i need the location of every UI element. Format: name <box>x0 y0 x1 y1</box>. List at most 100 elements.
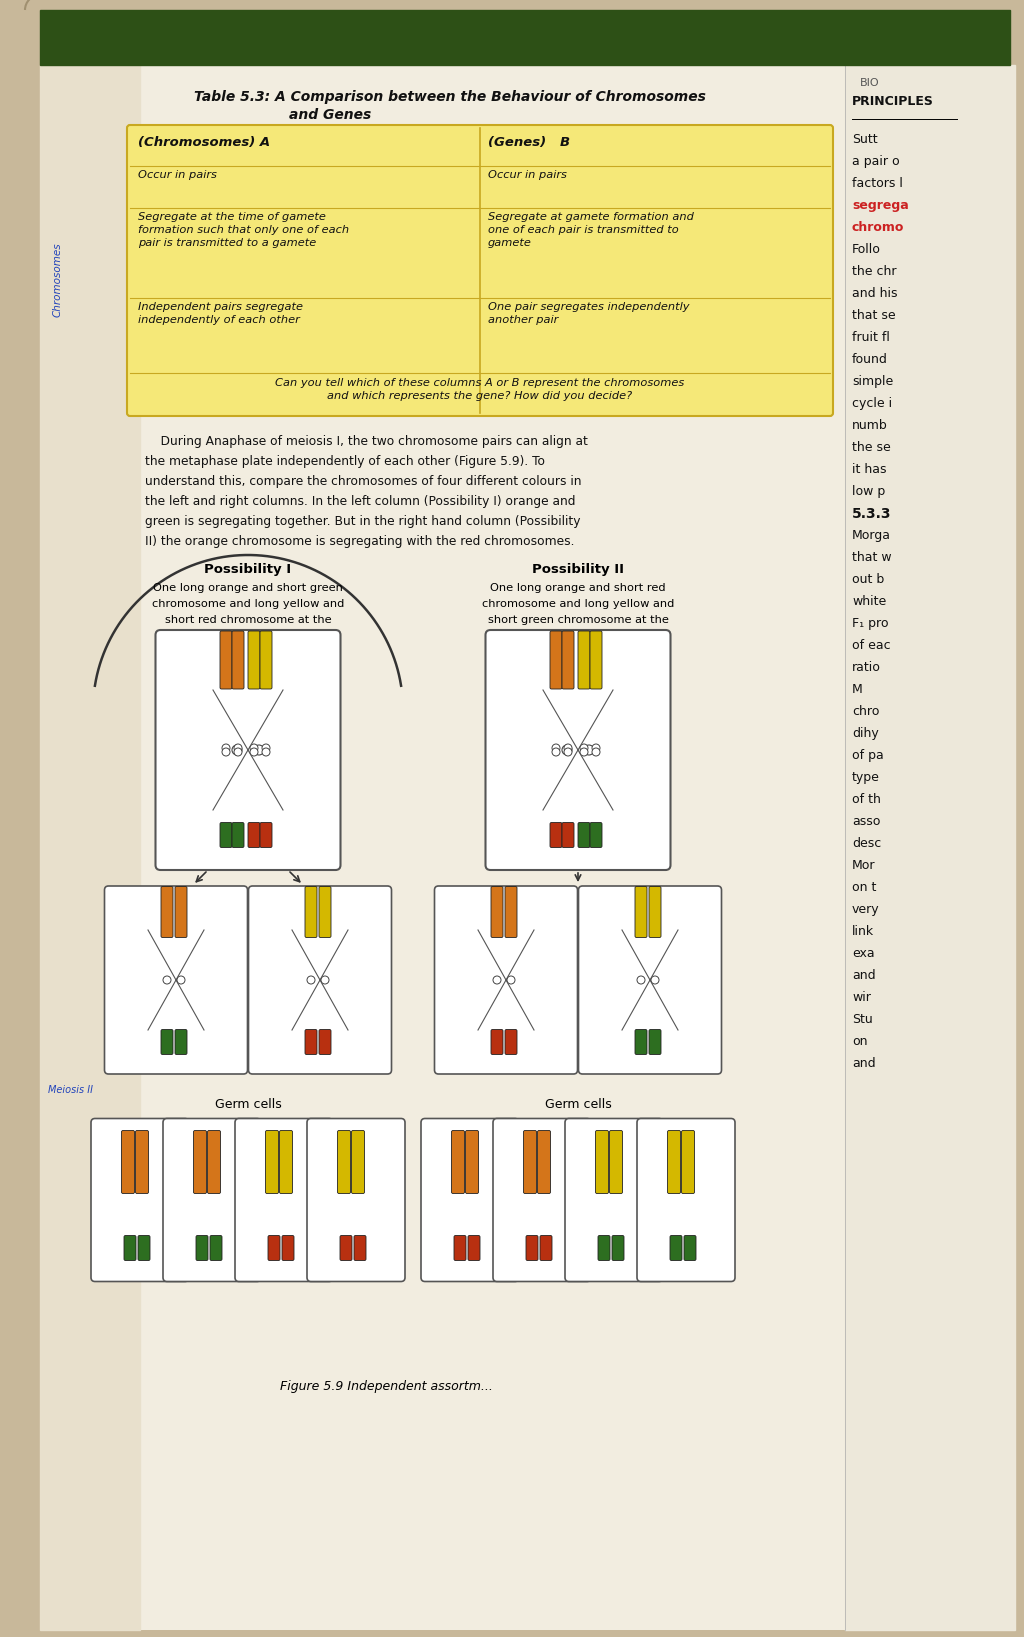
Text: wir: wir <box>852 990 870 1003</box>
FancyBboxPatch shape <box>550 822 562 848</box>
FancyBboxPatch shape <box>249 886 391 1074</box>
Text: chromo: chromo <box>852 221 904 234</box>
Text: Independent pairs segregate
independently of each other: Independent pairs segregate independentl… <box>138 301 303 326</box>
FancyBboxPatch shape <box>635 887 647 938</box>
Text: type: type <box>852 771 880 784</box>
Text: Germ cells: Germ cells <box>215 1098 282 1112</box>
Text: the left and right columns. In the left column (Possibility I) orange and: the left and right columns. In the left … <box>145 494 575 507</box>
Text: and Genes: and Genes <box>289 108 371 123</box>
Text: M: M <box>852 683 863 696</box>
Text: During Anaphase of meiosis I, the two chromosome pairs can align at: During Anaphase of meiosis I, the two ch… <box>145 435 588 449</box>
Text: short red chromosome at the: short red chromosome at the <box>165 616 332 625</box>
FancyBboxPatch shape <box>220 822 232 848</box>
Text: Germ cells: Germ cells <box>545 1098 611 1112</box>
FancyBboxPatch shape <box>490 1030 503 1054</box>
Circle shape <box>637 976 645 984</box>
Text: same pole: same pole <box>218 630 278 642</box>
FancyBboxPatch shape <box>280 1131 293 1193</box>
FancyBboxPatch shape <box>138 1236 150 1260</box>
FancyBboxPatch shape <box>156 630 341 869</box>
Text: of pa: of pa <box>852 750 884 761</box>
Text: 5.3.3: 5.3.3 <box>852 507 892 521</box>
Text: Occur in pairs: Occur in pairs <box>488 170 567 180</box>
Text: the chr: the chr <box>852 265 896 278</box>
Text: fruit fl: fruit fl <box>852 331 890 344</box>
Text: PRINCIPLES: PRINCIPLES <box>852 95 934 108</box>
Text: Chromosomes: Chromosomes <box>53 242 63 318</box>
Circle shape <box>580 743 588 751</box>
Text: of eac: of eac <box>852 638 891 652</box>
FancyBboxPatch shape <box>208 1131 220 1193</box>
Circle shape <box>552 748 560 756</box>
Circle shape <box>562 745 572 755</box>
FancyBboxPatch shape <box>175 887 187 938</box>
Text: Figure 5.9 Independent assortm...: Figure 5.9 Independent assortm... <box>280 1380 493 1393</box>
Text: and: and <box>852 969 876 982</box>
Text: chromosome and long yellow and: chromosome and long yellow and <box>152 599 344 609</box>
FancyBboxPatch shape <box>421 1118 519 1282</box>
FancyBboxPatch shape <box>319 887 331 938</box>
FancyBboxPatch shape <box>493 1118 591 1282</box>
FancyBboxPatch shape <box>210 1236 222 1260</box>
Circle shape <box>507 976 515 984</box>
Text: factors l: factors l <box>852 177 903 190</box>
FancyBboxPatch shape <box>175 1030 187 1054</box>
Circle shape <box>552 743 560 751</box>
Circle shape <box>222 743 230 751</box>
FancyBboxPatch shape <box>612 1236 624 1260</box>
Text: Segregate at gamete formation and
one of each pair is transmitted to
gamete: Segregate at gamete formation and one of… <box>488 213 694 249</box>
FancyBboxPatch shape <box>490 887 503 938</box>
FancyBboxPatch shape <box>135 1131 148 1193</box>
FancyBboxPatch shape <box>550 630 562 689</box>
Text: and: and <box>852 1058 876 1071</box>
FancyBboxPatch shape <box>598 1236 610 1260</box>
FancyBboxPatch shape <box>248 822 260 848</box>
FancyBboxPatch shape <box>194 1131 207 1193</box>
FancyBboxPatch shape <box>452 1131 465 1193</box>
Text: Segregate at the time of gamete
formation such that only one of each
pair is tra: Segregate at the time of gamete formatio… <box>138 213 349 249</box>
FancyBboxPatch shape <box>434 886 578 1074</box>
Text: the se: the se <box>852 440 891 453</box>
FancyBboxPatch shape <box>670 1236 682 1260</box>
Text: Possibility II: Possibility II <box>532 563 624 576</box>
Text: Stu: Stu <box>852 1013 872 1026</box>
FancyBboxPatch shape <box>305 887 317 938</box>
Circle shape <box>222 748 230 756</box>
Circle shape <box>564 748 572 756</box>
FancyBboxPatch shape <box>505 1030 517 1054</box>
Text: Can you tell which of these columns A or B represent the chromosomes
and which r: Can you tell which of these columns A or… <box>275 378 685 401</box>
Text: segrega: segrega <box>852 200 908 213</box>
Text: Table 5.3: A Comparison between the Behaviour of Chromosomes: Table 5.3: A Comparison between the Beha… <box>195 90 706 105</box>
FancyBboxPatch shape <box>637 1118 735 1282</box>
FancyBboxPatch shape <box>163 1118 261 1282</box>
FancyBboxPatch shape <box>307 1118 406 1282</box>
Circle shape <box>592 743 600 751</box>
FancyBboxPatch shape <box>91 1118 189 1282</box>
FancyBboxPatch shape <box>260 630 272 689</box>
FancyBboxPatch shape <box>124 1236 136 1260</box>
FancyBboxPatch shape <box>319 1030 331 1054</box>
FancyBboxPatch shape <box>590 630 602 689</box>
FancyBboxPatch shape <box>649 887 662 938</box>
FancyBboxPatch shape <box>668 1131 681 1193</box>
FancyBboxPatch shape <box>468 1236 480 1260</box>
FancyBboxPatch shape <box>454 1236 466 1260</box>
Text: on: on <box>852 1035 867 1048</box>
Text: link: link <box>852 925 874 938</box>
FancyBboxPatch shape <box>232 630 244 689</box>
Text: green is segregating together. But in the right hand column (Possibility: green is segregating together. But in th… <box>145 516 581 529</box>
Text: One long orange and short green: One long orange and short green <box>153 583 343 593</box>
Circle shape <box>307 976 315 984</box>
Circle shape <box>321 976 329 984</box>
FancyBboxPatch shape <box>260 822 272 848</box>
Text: Meiosis II - anaphase: Meiosis II - anaphase <box>512 891 643 904</box>
Text: it has: it has <box>852 463 887 476</box>
Text: same pole: same pole <box>549 630 607 642</box>
FancyBboxPatch shape <box>649 1030 662 1054</box>
Text: asso: asso <box>852 815 881 828</box>
Text: numb: numb <box>852 419 888 432</box>
FancyBboxPatch shape <box>265 1131 279 1193</box>
FancyBboxPatch shape <box>565 1118 663 1282</box>
Text: low p: low p <box>852 485 886 498</box>
FancyBboxPatch shape <box>268 1236 280 1260</box>
